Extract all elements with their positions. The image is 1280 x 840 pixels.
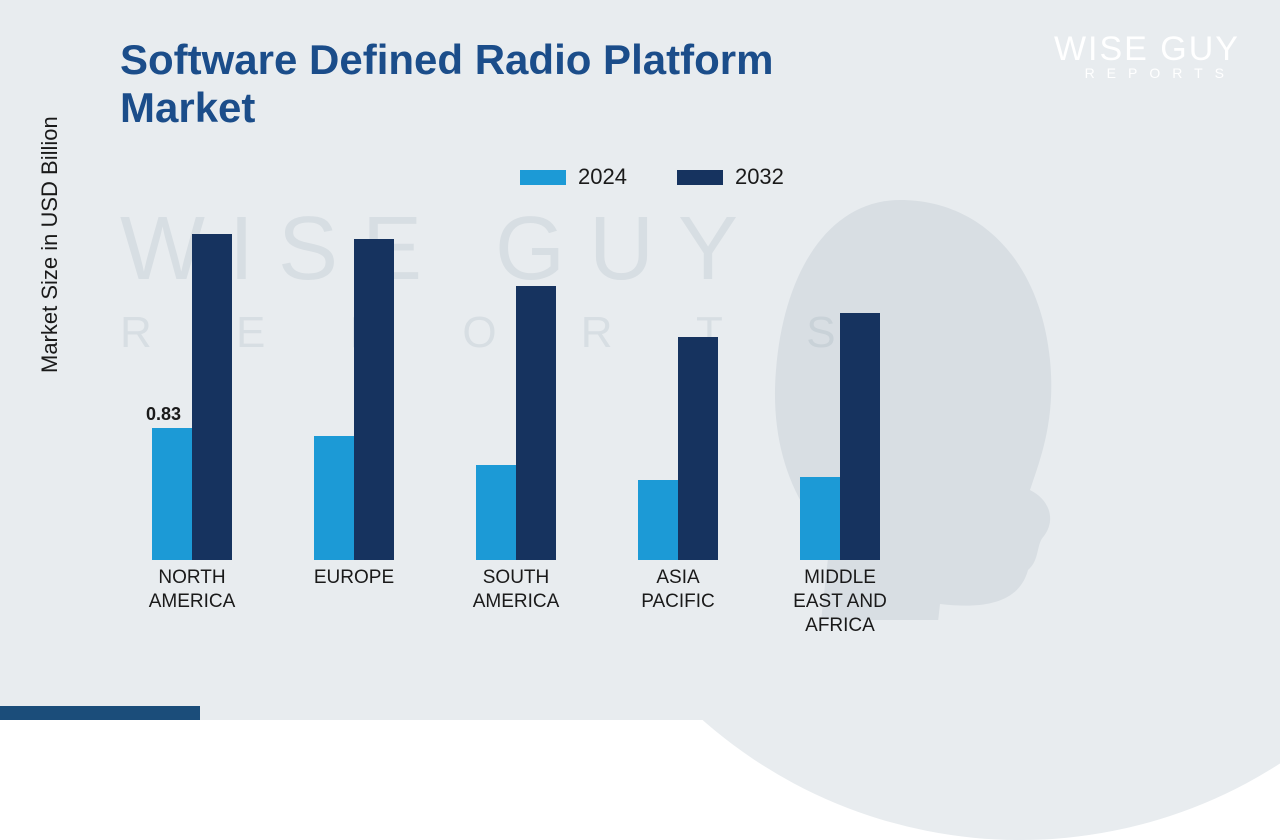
bar-2032 — [516, 286, 556, 560]
legend-swatch-2032 — [677, 170, 723, 185]
chart-area: Market Size in USD Billion 2024 2032 0.8… — [60, 160, 940, 660]
bottom-accent-bar — [0, 706, 200, 720]
bar-2024 — [638, 480, 678, 560]
category-label: NORTH AMERICA — [132, 566, 252, 614]
bar-2032 — [192, 234, 232, 560]
plot-area: 0.83 — [140, 210, 940, 560]
legend-swatch-2024 — [520, 170, 566, 185]
category-label: ASIA PACIFIC — [618, 566, 738, 614]
bar-2032 — [354, 239, 394, 560]
x-axis-labels: NORTH AMERICAEUROPESOUTH AMERICAASIA PAC… — [140, 562, 940, 682]
bar-2032 — [678, 337, 718, 560]
bar-2024: 0.83 — [152, 428, 192, 560]
category-label: EUROPE — [294, 566, 414, 590]
bar-value-label: 0.83 — [146, 404, 181, 425]
bar-2024 — [476, 465, 516, 560]
bar-2032 — [840, 313, 880, 560]
legend-label-2024: 2024 — [578, 164, 627, 190]
brand-logo: WISE GUY REPORTS — [1054, 30, 1240, 81]
legend-item-2032: 2032 — [677, 164, 784, 190]
legend-label-2032: 2032 — [735, 164, 784, 190]
bar-2024 — [314, 436, 354, 560]
category-label: SOUTH AMERICA — [456, 566, 576, 614]
chart-title: Software Defined Radio Platform Market — [120, 36, 840, 133]
y-axis-label: Market Size in USD Billion — [37, 116, 63, 373]
category-label: MIDDLE EAST AND AFRICA — [780, 566, 900, 637]
legend-item-2024: 2024 — [520, 164, 627, 190]
logo-main-text: WISE GUY — [1054, 30, 1240, 69]
legend: 2024 2032 — [520, 164, 784, 190]
bar-2024 — [800, 477, 840, 560]
